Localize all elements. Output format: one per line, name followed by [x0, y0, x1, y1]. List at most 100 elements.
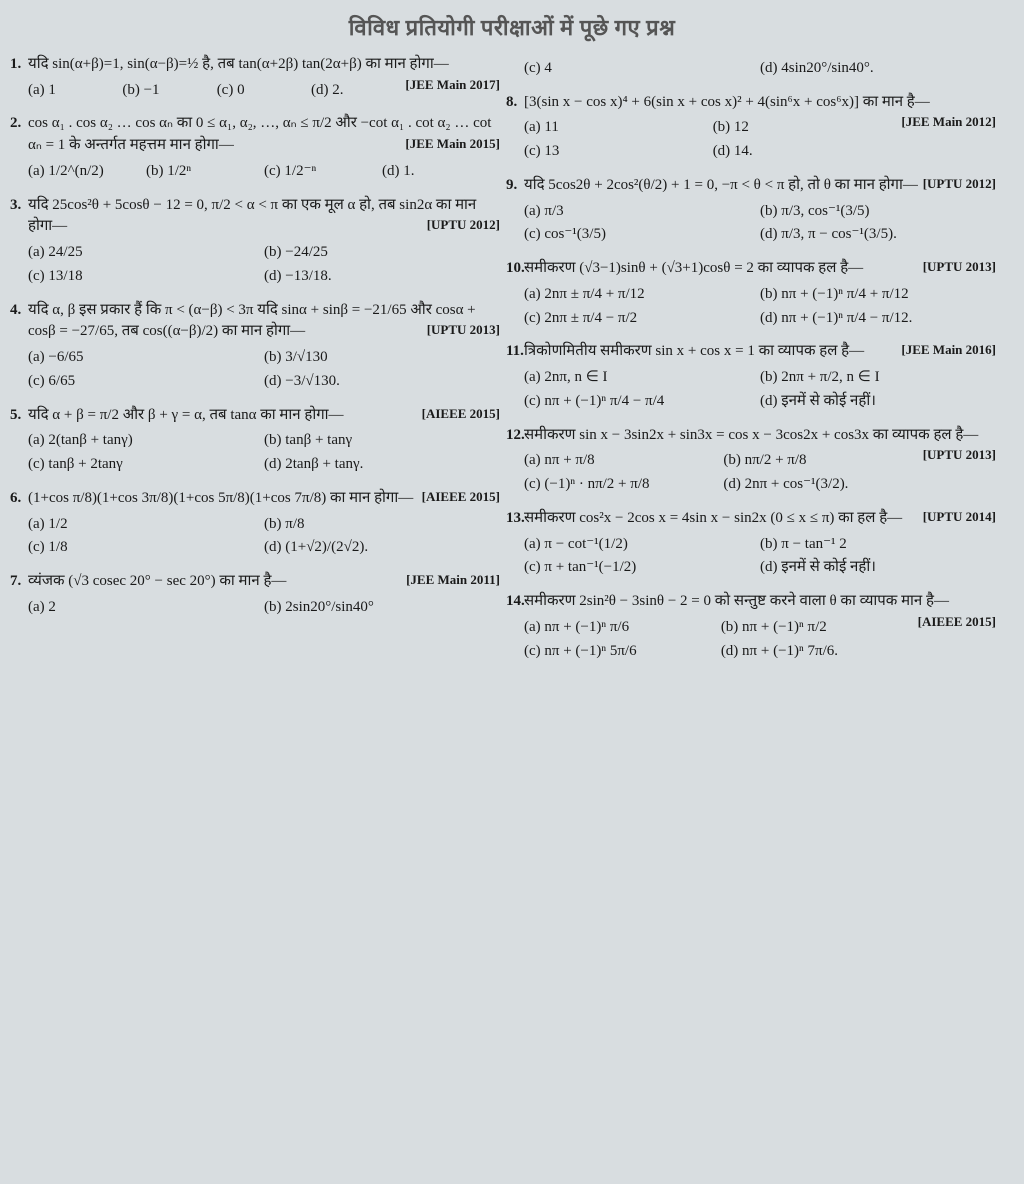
q5-b: (b) tanβ + tanγ [264, 430, 500, 452]
q7-options-right: (c) 4 (d) 4sin20°/sin40°. [524, 58, 996, 82]
q1-tag: [JEE Main 2017] [405, 76, 500, 95]
q5-a: (a) 2(tanβ + tanγ) [28, 430, 264, 452]
q11-a: (a) 2nπ, n ∈ I [524, 367, 760, 389]
q3-text: यदि 25cos²θ + 5cosθ − 12 = 0, π/2 < α < … [28, 197, 476, 235]
q7-num: 7. [10, 571, 21, 593]
q9-c: (c) cos⁻¹(3/5) [524, 224, 760, 246]
q4-text: यदि α, β इस प्रकार हैं कि π < (α−β) < 3π… [28, 302, 476, 340]
q10-c: (c) 2nπ ± π/4 − π/2 [524, 308, 760, 330]
q2-b: (b) 1/2ⁿ [146, 161, 264, 183]
question-11: 11. त्रिकोणमितीय समीकरण sin x + cos x = … [524, 341, 996, 414]
q13-options: (a) π − cot⁻¹(1/2) (b) π − tan⁻¹ 2 (c) π… [524, 534, 996, 582]
q14-b: (b) nπ + (−1)ⁿ π/2 [721, 617, 918, 639]
q9-b: (b) π/3, cos⁻¹(3/5) [760, 201, 996, 223]
question-5: 5. यदि α + β = π/2 और β + γ = α, तब tanα… [28, 405, 500, 478]
page-title: विविध प्रतियोगी परीक्षाओं में पूछे गए प्… [28, 12, 996, 44]
q3-options: (a) 24/25 (b) −24/25 (c) 13/18 (d) −13/1… [28, 242, 500, 290]
q7-text: व्यंजक (√3 cosec 20° − sec 20°) का मान ह… [28, 573, 286, 589]
q12-text: समीकरण sin x − 3sin2x + sin3x = cos x − … [524, 427, 978, 443]
question-14: 14. समीकरण 2sin²θ − 3sinθ − 2 = 0 को सन्… [524, 591, 996, 664]
q2-d: (d) 1. [382, 161, 500, 183]
q13-text: समीकरण cos²x − 2cos x = 4sin x − sin2x (… [524, 510, 902, 526]
q13-a: (a) π − cot⁻¹(1/2) [524, 534, 760, 556]
q2-options: (a) 1/2^(n/2) (b) 1/2ⁿ (c) 1/2⁻ⁿ (d) 1. [28, 161, 500, 185]
q5-text: यदि α + β = π/2 और β + γ = α, तब tanα का… [28, 407, 344, 423]
q14-num: 14. [506, 591, 525, 613]
q5-num: 5. [10, 405, 21, 427]
q9-num: 9. [506, 175, 517, 197]
q2-a: (a) 1/2^(n/2) [28, 161, 146, 183]
q10-d: (d) nπ + (−1)ⁿ π/4 − π/12. [760, 308, 996, 330]
q14-c: (c) nπ + (−1)ⁿ 5π/6 [524, 641, 721, 663]
question-1: 1. यदि sin(α+β)=1, sin(α−β)=½ है, तब tan… [28, 54, 500, 104]
q10-num: 10. [506, 258, 525, 280]
question-2: 2. cos α₁ . cos α₂ … cos αₙ का 0 ≤ α₁, α… [28, 113, 500, 184]
q4-c: (c) 6/65 [28, 371, 264, 393]
q5-tag: [AIEEE 2015] [422, 405, 500, 424]
q2-num: 2. [10, 113, 21, 135]
q12-c: (c) (−1)ⁿ · nπ/2 + π/8 [524, 474, 723, 496]
q1-num: 1. [10, 54, 21, 76]
q10-tag: [UPTU 2013] [923, 258, 996, 277]
q13-c: (c) π + tan⁻¹(−1/2) [524, 557, 760, 579]
q7-c: (c) 4 [524, 58, 760, 80]
q8-text: [3(sin x − cos x)⁴ + 6(sin x + cos x)² +… [524, 94, 930, 110]
q6-d: (d) (1+√2)/(2√2). [264, 537, 500, 559]
q11-d: (d) इनमें से कोई नहीं। [760, 391, 996, 413]
question-4: 4. यदि α, β इस प्रकार हैं कि π < (α−β) <… [28, 300, 500, 395]
q5-c: (c) tanβ + 2tanγ [28, 454, 264, 476]
q11-tag: [JEE Main 2016] [901, 341, 996, 360]
q11-num: 11. [506, 341, 524, 363]
q12-a: (a) nπ + π/8 [524, 450, 723, 472]
q12-tag: [UPTU 2013] [923, 446, 996, 465]
q14-options: (a) nπ + (−1)ⁿ π/6 (b) nπ + (−1)ⁿ π/2 (c… [524, 617, 918, 665]
question-8: 8. [3(sin x − cos x)⁴ + 6(sin x + cos x)… [524, 92, 996, 165]
q1-options: (a) 1 (b) −1 (c) 0 (d) 2. [28, 80, 405, 104]
left-column: 1. यदि sin(α+β)=1, sin(α−β)=½ है, तब tan… [28, 54, 500, 675]
q12-num: 12. [506, 425, 525, 447]
q7-d: (d) 4sin20°/sin40°. [760, 58, 996, 80]
q7-b: (b) 2sin20°/sin40° [264, 597, 500, 619]
q8-num: 8. [506, 92, 517, 114]
q11-b: (b) 2nπ + π/2, n ∈ I [760, 367, 996, 389]
q3-tag: [UPTU 2012] [427, 216, 500, 235]
q8-tag: [JEE Main 2012] [901, 113, 996, 132]
q3-b: (b) −24/25 [264, 242, 500, 264]
q8-c: (c) 13 [524, 141, 713, 163]
q14-tag: [AIEEE 2015] [918, 613, 996, 632]
q5-options: (a) 2(tanβ + tanγ) (b) tanβ + tanγ (c) t… [28, 430, 500, 478]
q8-d: (d) 14. [713, 141, 902, 163]
q7-a: (a) 2 [28, 597, 264, 619]
q4-num: 4. [10, 300, 21, 322]
q11-c: (c) nπ + (−1)ⁿ π/4 − π/4 [524, 391, 760, 413]
q12-options: (a) nπ + π/8 (b) nπ/2 + π/8 (c) (−1)ⁿ · … [524, 450, 923, 498]
q2-tag: [JEE Main 2015] [405, 135, 500, 154]
q11-text: त्रिकोणमितीय समीकरण sin x + cos x = 1 का… [524, 343, 864, 359]
q2-c: (c) 1/2⁻ⁿ [264, 161, 382, 183]
q8-b: (b) 12 [713, 117, 902, 139]
q9-options: (a) π/3 (b) π/3, cos⁻¹(3/5) (c) cos⁻¹(3/… [524, 201, 996, 249]
q7-tag: [JEE Main 2011] [406, 571, 500, 590]
q6-text: (1+cos π/8)(1+cos 3π/8)(1+cos 5π/8)(1+co… [28, 490, 413, 506]
q4-d: (d) −3/√130. [264, 371, 500, 393]
q6-options: (a) 1/2 (b) π/8 (c) 1/8 (d) (1+√2)/(2√2)… [28, 514, 500, 562]
q12-d: (d) 2nπ + cos⁻¹(3/2). [723, 474, 922, 496]
q13-d: (d) इनमें से कोई नहीं। [760, 557, 996, 579]
q1-b: (b) −1 [122, 80, 216, 102]
q14-d: (d) nπ + (−1)ⁿ 7π/6. [721, 641, 918, 663]
question-12: 12. समीकरण sin x − 3sin2x + sin3x = cos … [524, 425, 996, 498]
question-9: 9. यदि 5cos2θ + 2cos²(θ/2) + 1 = 0, −π <… [524, 175, 996, 248]
question-7: 7. व्यंजक (√3 cosec 20° − sec 20°) का मा… [28, 571, 500, 621]
q4-tag: [UPTU 2013] [427, 321, 500, 340]
q14-text: समीकरण 2sin²θ − 3sinθ − 2 = 0 को सन्तुष्… [524, 593, 949, 609]
q4-b: (b) 3/√130 [264, 347, 500, 369]
q1-d: (d) 2. [311, 80, 405, 102]
q9-a: (a) π/3 [524, 201, 760, 223]
q1-a: (a) 1 [28, 80, 122, 102]
columns: 1. यदि sin(α+β)=1, sin(α−β)=½ है, तब tan… [28, 54, 996, 675]
q12-b: (b) nπ/2 + π/8 [723, 450, 922, 472]
q10-text: समीकरण (√3−1)sinθ + (√3+1)cosθ = 2 का व्… [524, 260, 863, 276]
q6-a: (a) 1/2 [28, 514, 264, 536]
q1-text: यदि sin(α+β)=1, sin(α−β)=½ है, तब tan(α+… [28, 56, 449, 72]
q6-num: 6. [10, 488, 21, 510]
